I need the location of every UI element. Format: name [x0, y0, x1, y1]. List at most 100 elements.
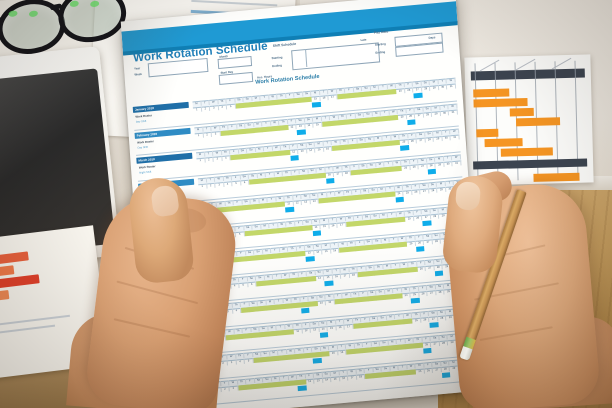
date-cell[interactable]: 3	[215, 181, 225, 188]
date-cell[interactable]: 26	[424, 367, 434, 374]
date-cell[interactable]: 29	[437, 186, 447, 194]
date-cell[interactable]: 14	[315, 274, 325, 281]
shift-marker-cyan[interactable]	[324, 279, 334, 287]
shift-marker-cyan[interactable]	[312, 229, 322, 237]
row-month-tag[interactable]: January 2019	[132, 101, 189, 114]
date-cell[interactable]: 14	[322, 376, 332, 383]
date-cell[interactable]: 15	[313, 121, 323, 128]
date-cell[interactable]: 13	[298, 148, 308, 155]
date-cell[interactable]: 28	[428, 187, 438, 194]
date-cell[interactable]: 3	[213, 156, 223, 163]
date-cell[interactable]: 15	[331, 375, 341, 382]
date-cell[interactable]: 14	[304, 122, 314, 129]
shift-marker-cyan[interactable]	[319, 331, 329, 338]
date-cell[interactable]: 27	[431, 341, 441, 348]
date-cell[interactable]: 28	[439, 340, 449, 347]
date-cell[interactable]: 15	[325, 299, 335, 306]
shift-marker-cyan[interactable]	[422, 219, 432, 227]
date-cell[interactable]: 1	[192, 106, 202, 113]
date-cell[interactable]: 2	[220, 385, 230, 392]
date-cell[interactable]: 17	[341, 272, 350, 279]
date-cell[interactable]: 29	[433, 135, 443, 143]
date-cell[interactable]: 29	[430, 85, 440, 92]
date-cell[interactable]: 27	[418, 162, 428, 170]
date-cell[interactable]: 14	[313, 249, 323, 256]
date-cell[interactable]: 31	[447, 83, 457, 90]
date-cell[interactable]: 12	[293, 199, 303, 207]
date-cell[interactable]: 5	[232, 179, 242, 187]
date-cell[interactable]: 28	[437, 314, 447, 322]
date-cell[interactable]: 16	[328, 222, 338, 229]
date-cell[interactable]: 27	[416, 137, 426, 144]
date-cell[interactable]: 4	[223, 180, 233, 187]
date-cell[interactable]: 30	[442, 135, 452, 142]
date-cell[interactable]: 24	[402, 292, 412, 299]
shift-marker-cyan[interactable]	[325, 177, 335, 184]
date-cell[interactable]: 2	[201, 105, 211, 113]
date-cell[interactable]: 18	[349, 271, 359, 278]
date-cell[interactable]: 15	[327, 324, 337, 332]
date-cell[interactable]: 4	[232, 307, 242, 315]
date-cell[interactable]: 28	[432, 238, 442, 245]
date-cell[interactable]: 29	[432, 110, 441, 117]
date-cell[interactable]: 18	[342, 169, 352, 177]
date-cell[interactable]: 16	[320, 95, 329, 102]
date-cell[interactable]: 5	[226, 103, 236, 110]
date-cell[interactable]: 2	[203, 131, 213, 138]
date-cell[interactable]: 27	[425, 264, 435, 271]
date-cell[interactable]: 15	[320, 223, 330, 230]
date-cell[interactable]: 26	[417, 265, 427, 272]
date-cell[interactable]: 16	[323, 146, 333, 153]
date-cell[interactable]: 26	[410, 163, 420, 170]
date-cell[interactable]: 29	[435, 161, 445, 168]
shift-marker-cyan[interactable]	[415, 246, 425, 253]
date-cell[interactable]: 15	[329, 350, 339, 357]
date-cell[interactable]: 18	[356, 373, 366, 380]
field-input-startday[interactable]	[218, 71, 254, 85]
date-cell[interactable]: 26	[412, 189, 421, 196]
date-cell[interactable]: 17	[333, 170, 343, 177]
shift-marker-cyan[interactable]	[411, 297, 420, 304]
date-cell[interactable]: 30	[440, 109, 450, 116]
shift-marker-cyan[interactable]	[434, 269, 444, 277]
date-cell[interactable]: 28	[436, 289, 445, 296]
date-cell[interactable]: 16	[339, 375, 349, 382]
date-cell[interactable]: 17	[348, 374, 358, 381]
date-cell[interactable]: 1	[194, 132, 204, 139]
date-cell[interactable]: 16	[330, 247, 340, 254]
date-cell[interactable]: 3	[209, 105, 219, 112]
date-cell[interactable]: 28	[423, 111, 433, 118]
date-cell[interactable]: 5	[239, 281, 249, 288]
date-cell[interactable]: 4	[230, 282, 240, 289]
date-cell[interactable]: 27	[427, 290, 437, 297]
date-cell[interactable]: 27	[424, 239, 433, 246]
date-cell[interactable]: 1	[198, 183, 208, 190]
date-cell[interactable]: 16	[336, 324, 345, 331]
date-cell[interactable]: 14	[310, 198, 320, 205]
shift-marker-cyan[interactable]	[429, 321, 439, 328]
date-cell[interactable]: 25	[396, 88, 406, 95]
date-cell[interactable]: 12	[287, 123, 297, 130]
shift-marker-cyan[interactable]	[296, 128, 306, 136]
date-cell[interactable]: 26	[408, 138, 418, 145]
date-cell[interactable]: 28	[421, 85, 431, 93]
date-cell[interactable]: 31	[452, 159, 462, 167]
date-cell[interactable]: 4	[218, 104, 228, 111]
date-cell[interactable]: 3	[229, 385, 239, 392]
date-cell[interactable]: 17	[328, 94, 338, 101]
date-cell[interactable]: 26	[404, 87, 414, 94]
date-cell[interactable]: 31	[449, 109, 458, 116]
date-cell[interactable]: 2	[204, 156, 214, 163]
date-cell[interactable]: 15	[315, 146, 325, 153]
shift-marker-cyan[interactable]	[300, 307, 310, 314]
date-cell[interactable]: 16	[337, 349, 347, 356]
date-cell[interactable]: 5	[244, 358, 254, 365]
date-cell[interactable]: 26	[413, 214, 423, 221]
shift-marker-cyan[interactable]	[290, 155, 300, 162]
date-cell[interactable]: 6	[240, 179, 250, 186]
field-input-month[interactable]	[217, 55, 253, 70]
shift-marker-cyan[interactable]	[312, 357, 322, 365]
date-cell[interactable]: 25	[401, 164, 411, 171]
shift-marker-cyan[interactable]	[305, 256, 315, 263]
date-cell[interactable]: 31	[450, 134, 460, 141]
